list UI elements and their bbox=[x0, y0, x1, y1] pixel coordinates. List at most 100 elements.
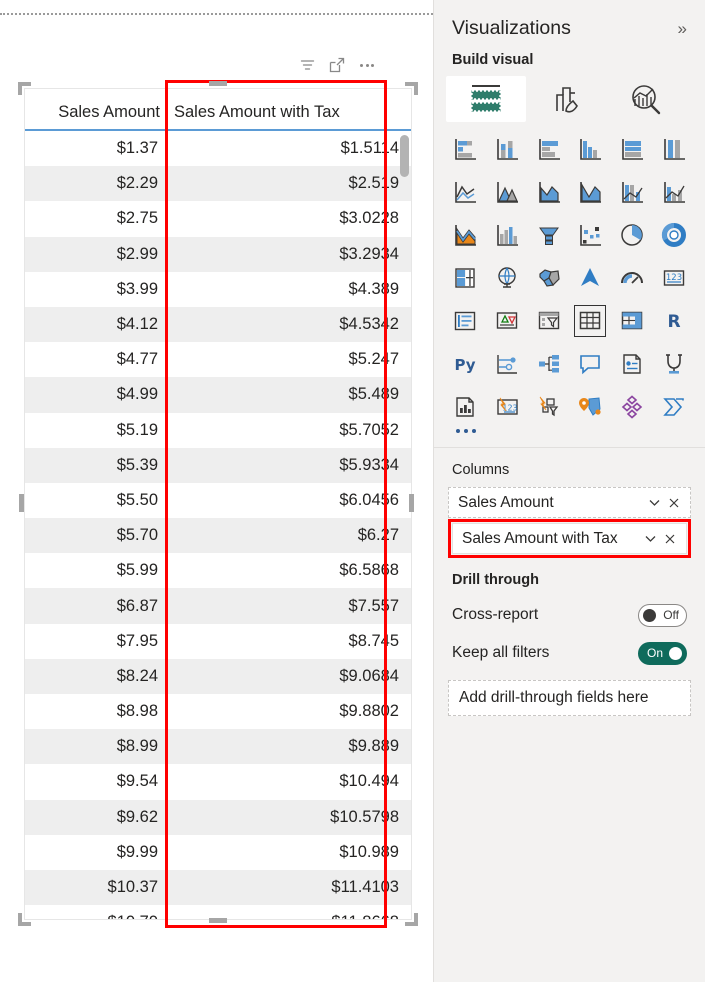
table-row[interactable]: $8.98 $9.8802 bbox=[25, 694, 411, 730]
table-row[interactable]: $5.50 $6.0456 bbox=[25, 482, 411, 519]
visual-type-stacked-column-chart[interactable] bbox=[486, 130, 528, 168]
table-vertical-scrollbar[interactable] bbox=[399, 133, 410, 918]
visual-type-multi-row-card[interactable] bbox=[444, 302, 486, 340]
visual-type-card[interactable]: 123 bbox=[653, 259, 695, 297]
table-row[interactable]: $10.37 $11.4103 bbox=[25, 869, 411, 906]
visual-type-decomposition-tree[interactable] bbox=[486, 345, 528, 383]
tab-format-visual[interactable] bbox=[526, 76, 606, 122]
table-scrollbar-thumb[interactable] bbox=[400, 135, 409, 177]
table-row[interactable]: $5.19 $5.7052 bbox=[25, 412, 411, 448]
table-row[interactable]: $8.24 $9.0684 bbox=[25, 658, 411, 694]
table-row[interactable]: $2.75 $3.0228 bbox=[25, 201, 411, 237]
resize-handle-bottom-left[interactable] bbox=[18, 913, 31, 926]
visual-type-gauge-chart[interactable] bbox=[611, 259, 653, 297]
table-row[interactable]: $9.99 $10.989 bbox=[25, 834, 411, 870]
table-row[interactable]: $1.37 $1.5114 bbox=[25, 131, 411, 167]
visual-type-power-automate[interactable] bbox=[528, 388, 570, 426]
table-row[interactable]: $4.99 $5.489 bbox=[25, 377, 411, 413]
table-row[interactable]: $4.77 $5.247 bbox=[25, 342, 411, 378]
more-visuals-icon[interactable] bbox=[434, 426, 705, 443]
cell-sales-amount-with-tax: $9.0684 bbox=[339, 666, 399, 685]
visual-type-area-chart[interactable] bbox=[486, 173, 528, 211]
visual-type-clustered-column-chart[interactable] bbox=[569, 130, 611, 168]
visual-type-scatter-chart[interactable] bbox=[569, 216, 611, 254]
resize-handle-bottom-center[interactable] bbox=[209, 918, 227, 923]
visual-type-clustered-bar-chart[interactable] bbox=[528, 130, 570, 168]
table-row[interactable]: $4.12 $4.5342 bbox=[25, 306, 411, 343]
collapse-pane-icon[interactable]: » bbox=[677, 19, 687, 38]
visual-type-python-visual[interactable]: Py bbox=[444, 345, 486, 383]
column-header-sales-amount-with-tax[interactable]: Sales Amount with Tax bbox=[174, 103, 340, 121]
visual-type-line-and-stacked-column-chart[interactable] bbox=[569, 173, 611, 211]
table-visual[interactable]: Sales Amount Sales Amount with Tax $1.37… bbox=[24, 88, 412, 920]
table-row[interactable]: $5.70 $6.27 bbox=[25, 518, 411, 554]
keep-all-filters-toggle[interactable]: On bbox=[638, 641, 687, 665]
table-row[interactable]: $6.87 $7.557 bbox=[25, 588, 411, 624]
columns-well-title: Columns bbox=[452, 462, 510, 478]
visual-type-waterfall-chart[interactable] bbox=[444, 216, 486, 254]
visual-type-map[interactable] bbox=[486, 259, 528, 297]
visual-type-donut-chart[interactable] bbox=[653, 216, 695, 254]
visual-type-table[interactable] bbox=[569, 302, 611, 340]
visual-type-power-apps[interactable]: 123 bbox=[486, 388, 528, 426]
visual-type-custom-report-visual[interactable] bbox=[444, 388, 486, 426]
remove-field-icon[interactable] bbox=[664, 498, 683, 508]
visual-type-treemap[interactable] bbox=[444, 259, 486, 297]
visual-type-filled-map[interactable] bbox=[528, 259, 570, 297]
chevron-down-icon[interactable] bbox=[641, 535, 660, 543]
table-row[interactable]: $8.99 $9.889 bbox=[25, 729, 411, 765]
visual-type-hundred-percent-stacked-bar-chart[interactable] bbox=[611, 130, 653, 168]
cross-report-toggle[interactable]: Off bbox=[638, 603, 687, 627]
visual-type-azure-map[interactable] bbox=[569, 259, 611, 297]
tab-analytics[interactable] bbox=[606, 76, 686, 122]
visual-type-kpi[interactable] bbox=[486, 302, 528, 340]
visual-type-funnel-chart-alt[interactable] bbox=[486, 216, 528, 254]
visual-type-hundred-percent-stacked-column-chart[interactable] bbox=[653, 130, 695, 168]
visual-type-slicer[interactable] bbox=[528, 302, 570, 340]
resize-handle-top-center[interactable] bbox=[209, 81, 227, 86]
table-row[interactable]: $7.95 $8.745 bbox=[25, 623, 411, 659]
resize-handle-bottom-right[interactable] bbox=[405, 913, 418, 926]
visual-type-ribbon-chart[interactable] bbox=[653, 173, 695, 211]
visual-type-funnel-chart[interactable] bbox=[528, 216, 570, 254]
table-row[interactable]: $2.29 $2.519 bbox=[25, 166, 411, 202]
table-row[interactable]: $5.39 $5.9334 bbox=[25, 447, 411, 483]
report-canvas[interactable]: Sales Amount Sales Amount with Tax $1.37… bbox=[0, 0, 433, 982]
column-field-label: Sales Amount with Tax bbox=[462, 529, 618, 547]
visual-type-paginated-report[interactable] bbox=[611, 345, 653, 383]
more-options-icon[interactable] bbox=[352, 52, 382, 78]
visual-type-arcgis-maps[interactable] bbox=[569, 388, 611, 426]
remove-field-icon[interactable] bbox=[660, 534, 679, 544]
table-row[interactable]: $2.99 $3.2934 bbox=[25, 236, 411, 272]
visual-type-key-influencers[interactable] bbox=[528, 345, 570, 383]
drill-through-dropzone[interactable]: Add drill-through fields here bbox=[448, 680, 691, 716]
filter-icon[interactable] bbox=[292, 52, 322, 78]
table-row[interactable]: $3.99 $4.389 bbox=[25, 271, 411, 307]
column-field-chip[interactable]: Sales Amount with Tax bbox=[452, 523, 687, 554]
resize-handle-top-left[interactable] bbox=[18, 82, 31, 95]
visual-type-pie-chart[interactable] bbox=[611, 216, 653, 254]
visual-type-line-and-clustered-column-chart[interactable] bbox=[611, 173, 653, 211]
visual-type-anaplan[interactable] bbox=[611, 388, 653, 426]
resize-handle-middle-right[interactable] bbox=[409, 494, 414, 512]
column-header-sales-amount[interactable]: Sales Amount bbox=[58, 103, 160, 121]
table-row[interactable]: $9.62 $10.5798 bbox=[25, 799, 411, 835]
cell-sales-amount-with-tax: $10.494 bbox=[339, 772, 399, 791]
focus-mode-icon[interactable] bbox=[322, 52, 352, 78]
visual-type-line-chart[interactable] bbox=[444, 173, 486, 211]
table-row[interactable]: $9.54 $10.494 bbox=[25, 764, 411, 800]
visual-type-q-and-a[interactable] bbox=[569, 345, 611, 383]
chevron-down-icon[interactable] bbox=[645, 499, 664, 507]
cell-sales-amount-with-tax: $5.9334 bbox=[339, 455, 399, 474]
tab-build-visual[interactable] bbox=[446, 76, 526, 122]
visual-type-matrix[interactable] bbox=[611, 302, 653, 340]
visual-type-power-bi-flow[interactable] bbox=[653, 388, 695, 426]
visual-type-r-script-visual[interactable]: R bbox=[653, 302, 695, 340]
table-row[interactable]: $5.99 $6.5868 bbox=[25, 553, 411, 589]
visual-type-stacked-area-chart[interactable] bbox=[528, 173, 570, 211]
resize-handle-middle-left[interactable] bbox=[19, 494, 24, 512]
column-field-chip[interactable]: Sales Amount bbox=[448, 487, 691, 518]
resize-handle-top-right[interactable] bbox=[405, 82, 418, 95]
visual-type-smart-narrative[interactable] bbox=[653, 345, 695, 383]
visual-type-stacked-bar-chart[interactable] bbox=[444, 130, 486, 168]
